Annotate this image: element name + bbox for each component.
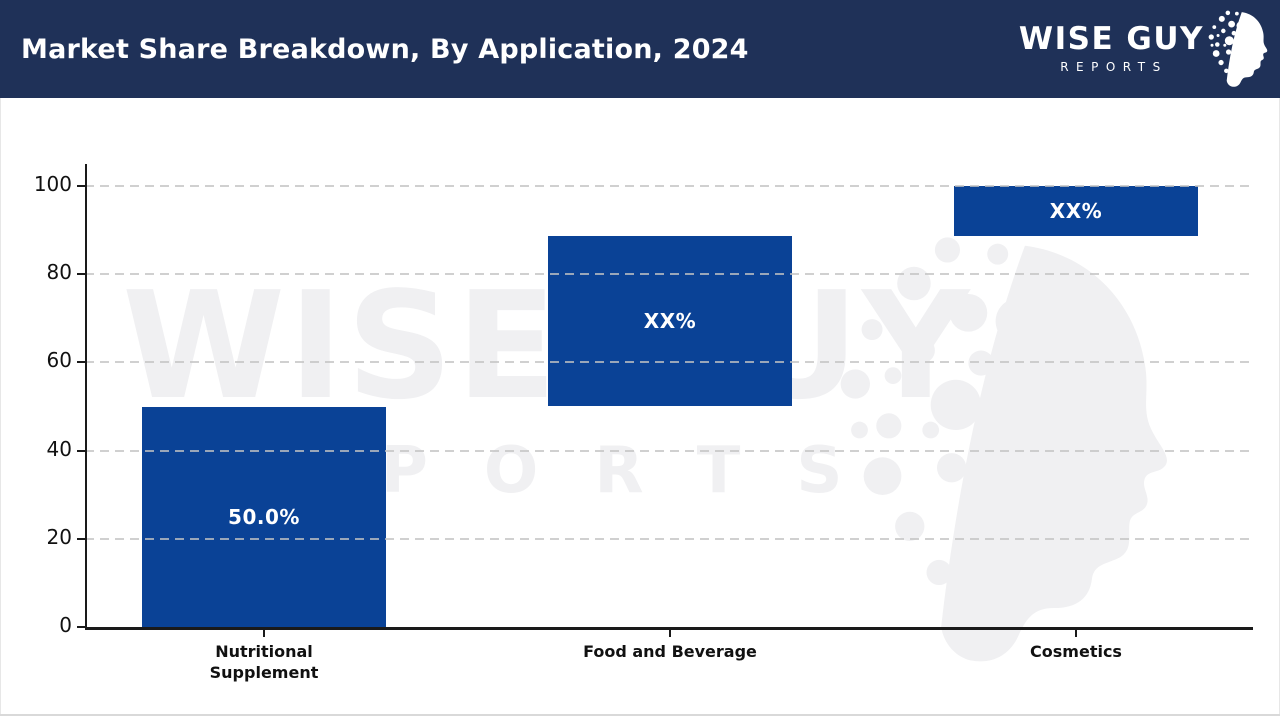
y-tick-label: 60 xyxy=(46,348,72,373)
y-tick-mark xyxy=(77,185,85,187)
gridline xyxy=(85,449,1253,452)
gridline xyxy=(85,185,1253,187)
watermark-head-icon xyxy=(826,214,1182,688)
gridline xyxy=(85,361,1253,364)
brand-head-icon xyxy=(1206,9,1270,89)
header: Market Share Breakdown, By Application, … xyxy=(0,0,1280,98)
gridline xyxy=(85,537,1253,540)
bar-value-label: XX% xyxy=(643,309,697,334)
x-tick-label: Food and Beverage xyxy=(583,642,757,661)
y-tick-mark xyxy=(77,626,85,628)
x-tick-mark xyxy=(1075,630,1077,637)
brand-subtitle: REPORTS xyxy=(1060,60,1168,74)
bar: XX% xyxy=(548,235,792,407)
x-tick-label: Nutritional Supplement xyxy=(209,642,319,682)
y-tick-label: 20 xyxy=(46,524,72,549)
bar: 50.0% xyxy=(142,406,386,627)
footer-divider xyxy=(0,714,1280,716)
page-title: Market Share Breakdown, By Application, … xyxy=(21,33,749,65)
y-tick-mark xyxy=(77,361,85,364)
brand-logo: WISE GUY REPORTS xyxy=(1019,5,1270,93)
y-tick-mark xyxy=(77,273,85,276)
plot: 50.0% XX% XX% 0 20 40 60 80 100 Nutritional Supple… xyxy=(0,98,1280,714)
x-tick-mark xyxy=(669,630,671,637)
y-tick-label: 100 xyxy=(33,172,72,196)
left-border xyxy=(0,98,1,714)
bar: XX% xyxy=(954,186,1198,236)
x-axis-spine xyxy=(85,627,1253,630)
bar-value-label: XX% xyxy=(1049,198,1103,223)
y-tick-label: 0 xyxy=(59,613,72,637)
y-tick-label: 80 xyxy=(46,260,72,285)
y-tick-label: 40 xyxy=(46,436,72,461)
y-axis-spine xyxy=(85,164,87,630)
brand-name: WISE GUY xyxy=(1018,21,1204,57)
y-tick-mark xyxy=(77,537,85,540)
gridline xyxy=(85,273,1253,276)
bar-value-label: 50.0% xyxy=(228,504,300,529)
watermark-text: WISE GUY xyxy=(122,260,973,432)
x-tick-mark xyxy=(263,630,265,637)
brand-wordmark: WISE GUY REPORTS xyxy=(1018,21,1204,75)
y-tick-mark xyxy=(77,449,85,452)
x-tick-label: Cosmetics xyxy=(1030,642,1122,661)
chart-area: WISE GUY REPORTS 50.0% XX% XX% 0 20 40 60 80 100… xyxy=(0,98,1280,714)
